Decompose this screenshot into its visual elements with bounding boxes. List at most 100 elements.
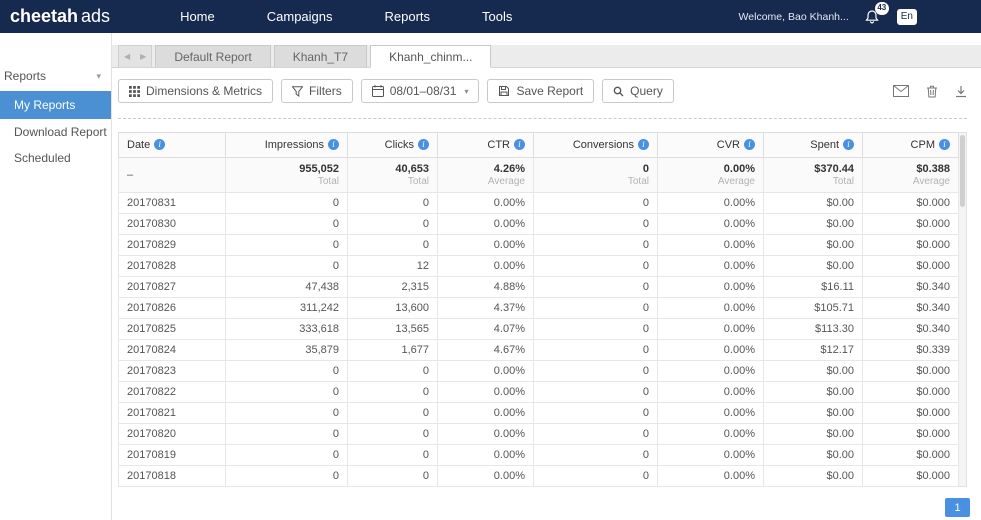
table-cell: $0.00: [763, 381, 863, 403]
table-row: 20170822 0 0 0.00% 0 0.00% $0.00 $0.000: [118, 381, 959, 403]
table-row: 20170830 0 0 0.00% 0 0.00% $0.00 $0.000: [118, 213, 959, 235]
dimensions-metrics-label: Dimensions & Metrics: [146, 84, 263, 98]
info-icon[interactable]: [939, 139, 950, 150]
date-range-button[interactable]: 08/01–08/31 ▾: [360, 79, 480, 103]
info-icon[interactable]: [418, 139, 429, 150]
table-row: 20170820 0 0 0.00% 0 0.00% $0.00 $0.000: [118, 423, 959, 445]
sidebar-section-reports[interactable]: Reports ▾: [0, 63, 111, 91]
nav-item-home[interactable]: Home: [180, 9, 215, 24]
sidebar-item-scheduled[interactable]: Scheduled: [14, 151, 71, 165]
delete-report-button[interactable]: [926, 85, 938, 98]
table-cell: 0.00%: [657, 192, 764, 214]
table-cell: 0: [533, 339, 658, 361]
page-1-button[interactable]: 1: [945, 498, 970, 517]
table-cell: 0: [225, 255, 348, 277]
logo-text-bold: cheetah: [10, 6, 79, 26]
logo-text-light: ads: [81, 6, 111, 26]
table-cell: 20170828: [118, 255, 226, 277]
summary-cell: 955,052 Total: [225, 157, 348, 193]
table-cell: 0.00%: [437, 213, 534, 235]
column-header: CTR: [437, 132, 534, 158]
table-cell: $0.000: [862, 402, 959, 424]
nav-item-campaigns[interactable]: Campaigns: [266, 9, 333, 24]
table-cell: 0.00%: [657, 360, 764, 382]
table-cell: 20170831: [118, 192, 226, 214]
filters-button[interactable]: Filters: [281, 79, 353, 103]
table-cell: 0.00%: [437, 465, 534, 487]
sidebar: Reports ▾ My Reports Download Report Sch…: [0, 33, 112, 520]
tab-scroll-arrows: ◀ ▶: [118, 45, 153, 67]
search-icon: [613, 86, 624, 96]
table-cell: 0.00%: [657, 234, 764, 256]
tab-scroll-left-icon[interactable]: ◀: [124, 52, 131, 61]
report-table-wrap: Date Impressions Clicks CTR Conversions CVR Sp…: [118, 132, 967, 487]
chevron-down-icon: ▾: [96, 70, 101, 81]
table-cell: $12.17: [763, 339, 863, 361]
table-cell: 0: [347, 234, 438, 256]
toolbar-right-icons: [893, 85, 967, 98]
table-cell: 13,600: [347, 297, 438, 319]
notifications-button[interactable]: 43: [864, 1, 889, 25]
table-cell: 0: [347, 381, 438, 403]
top-navigation: Home Campaigns Reports Tools: [180, 9, 564, 24]
scrollbar-thumb[interactable]: [960, 135, 965, 207]
info-icon[interactable]: [843, 139, 854, 150]
info-icon[interactable]: [514, 139, 525, 150]
table-cell: 20170823: [118, 360, 226, 382]
tab-khanh-chinm[interactable]: Khanh_chinm...: [370, 45, 492, 68]
save-report-button[interactable]: Save Report: [487, 79, 595, 103]
table-cell: 0.00%: [437, 360, 534, 382]
table-cell: $0.00: [763, 444, 863, 466]
mail-report-button[interactable]: [893, 85, 909, 97]
table-row: 20170831 0 0 0.00% 0 0.00% $0.00 $0.000: [118, 192, 959, 214]
table-cell: 0.00%: [657, 423, 764, 445]
table-scrollbar[interactable]: [959, 132, 967, 487]
report-tabstrip: ◀ ▶ Default Report Khanh_T7 Khanh_chinm.…: [112, 45, 981, 68]
sidebar-item-my-reports[interactable]: My Reports: [0, 91, 111, 119]
table-cell: $0.000: [862, 423, 959, 445]
column-header: Conversions: [533, 132, 658, 158]
save-report-label: Save Report: [516, 84, 584, 98]
table-cell: 47,438: [225, 276, 348, 298]
language-button[interactable]: En: [896, 8, 917, 25]
nav-item-tools[interactable]: Tools: [482, 9, 513, 24]
table-cell: 0: [225, 465, 348, 487]
info-icon[interactable]: [638, 139, 649, 150]
sidebar-item-download-report[interactable]: Download Report: [14, 125, 107, 139]
table-cell: 0.00%: [657, 318, 764, 340]
summary-cell: 40,653 Total: [347, 157, 438, 193]
table-cell: 0: [347, 402, 438, 424]
app-logo[interactable]: cheetah ads: [10, 6, 110, 27]
table-cell: 35,879: [225, 339, 348, 361]
table-row: 20170829 0 0 0.00% 0 0.00% $0.00 $0.000: [118, 234, 959, 256]
username[interactable]: Bao Khanh...: [788, 10, 849, 23]
table-cell: 20170822: [118, 381, 226, 403]
info-icon[interactable]: [328, 139, 339, 150]
table-cell: $105.71: [763, 297, 863, 319]
tab-scroll-right-icon[interactable]: ▶: [140, 52, 147, 61]
query-button[interactable]: Query: [602, 79, 674, 103]
table-cell: 0: [225, 360, 348, 382]
table-cell: 4.88%: [437, 276, 534, 298]
main-content: ◀ ▶ Default Report Khanh_T7 Khanh_chinm.…: [112, 33, 981, 520]
sidebar-section-label: Reports: [4, 69, 47, 83]
calendar-icon: [371, 85, 384, 97]
table-cell: 0.00%: [657, 381, 764, 403]
table-cell: 0.00%: [657, 444, 764, 466]
tab-khanh-t7[interactable]: Khanh_T7: [273, 45, 368, 67]
tab-default-report[interactable]: Default Report: [155, 45, 271, 67]
summary-cell: $0.388 Average: [862, 157, 959, 193]
table-cell: 0: [533, 276, 658, 298]
table-cell: 0.00%: [657, 255, 764, 277]
table-cell: 0.00%: [657, 297, 764, 319]
column-header-label: Date: [127, 139, 151, 151]
info-icon[interactable]: [744, 139, 755, 150]
table-cell: 0.00%: [437, 444, 534, 466]
notification-badge: 43: [874, 1, 889, 15]
download-report-button[interactable]: [955, 85, 967, 98]
dimensions-metrics-button[interactable]: Dimensions & Metrics: [118, 79, 274, 103]
info-icon[interactable]: [154, 139, 166, 150]
nav-item-reports[interactable]: Reports: [384, 9, 431, 24]
filter-icon: [292, 85, 304, 97]
table-cell: $0.340: [862, 318, 959, 340]
